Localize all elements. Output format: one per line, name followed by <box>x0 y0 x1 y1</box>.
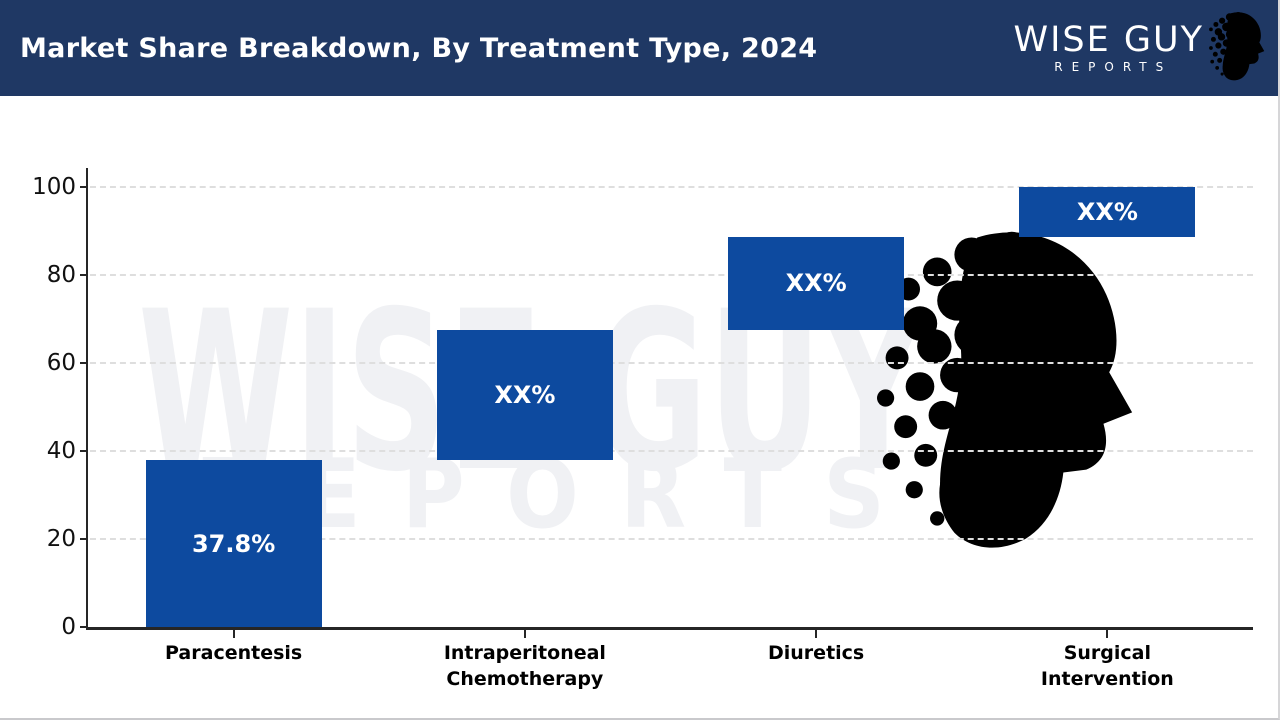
y-axis-label: 20 <box>46 525 76 552</box>
bar-segment: XX% <box>436 329 613 461</box>
page-title: Market Share Breakdown, By Treatment Typ… <box>20 32 818 64</box>
gridline <box>90 537 1253 540</box>
bar-segment: XX% <box>728 237 905 330</box>
wiseguy-head-icon <box>1206 8 1268 88</box>
category-label: Surgical Intervention <box>1040 642 1174 690</box>
bar-segment: XX% <box>1019 186 1196 238</box>
x-axis-spine <box>86 627 1253 630</box>
logo-subtitle: REPORTS <box>1054 59 1173 74</box>
y-axis-tick <box>80 273 88 276</box>
bar-value-label: XX% <box>785 269 847 298</box>
y-axis-tick <box>80 361 88 364</box>
y-axis-spine <box>86 168 88 630</box>
x-axis-tick <box>1106 630 1109 638</box>
wiseguy-logo: WISE GUY REPORTS <box>1013 8 1268 88</box>
category-label: Paracentesis <box>165 642 303 664</box>
y-axis-label: 80 <box>46 261 76 288</box>
gridline <box>90 361 1253 364</box>
bar-value-label: 37.8% <box>191 529 276 558</box>
y-axis-label: 100 <box>32 173 76 200</box>
gridline <box>90 273 1253 276</box>
logo-wordmark: WISE GUY <box>1013 20 1204 61</box>
bar-value-label: XX% <box>494 381 556 410</box>
bar-value-label: XX% <box>1076 197 1138 226</box>
y-axis-label: 0 <box>61 614 76 640</box>
gridline <box>90 185 1253 188</box>
category-label: Diuretics <box>768 642 865 664</box>
bar-segment: 37.8% <box>145 460 322 627</box>
header-bar: Market Share Breakdown, By Treatment Typ… <box>0 0 1278 96</box>
x-axis-tick <box>523 630 526 638</box>
gridline <box>90 449 1253 452</box>
x-axis-tick <box>232 630 235 638</box>
category-label: Intraperitoneal Chemotherapy <box>443 642 606 690</box>
y-axis-tick <box>80 185 88 188</box>
wiseguy-logo-text: WISE GUY REPORTS <box>1013 22 1204 74</box>
x-axis-tick <box>815 630 818 638</box>
y-axis-tick <box>80 626 88 628</box>
y-axis-tick <box>80 537 88 540</box>
y-axis-label: 40 <box>46 437 76 464</box>
y-axis-label: 60 <box>46 349 76 376</box>
y-axis-tick <box>80 449 88 452</box>
